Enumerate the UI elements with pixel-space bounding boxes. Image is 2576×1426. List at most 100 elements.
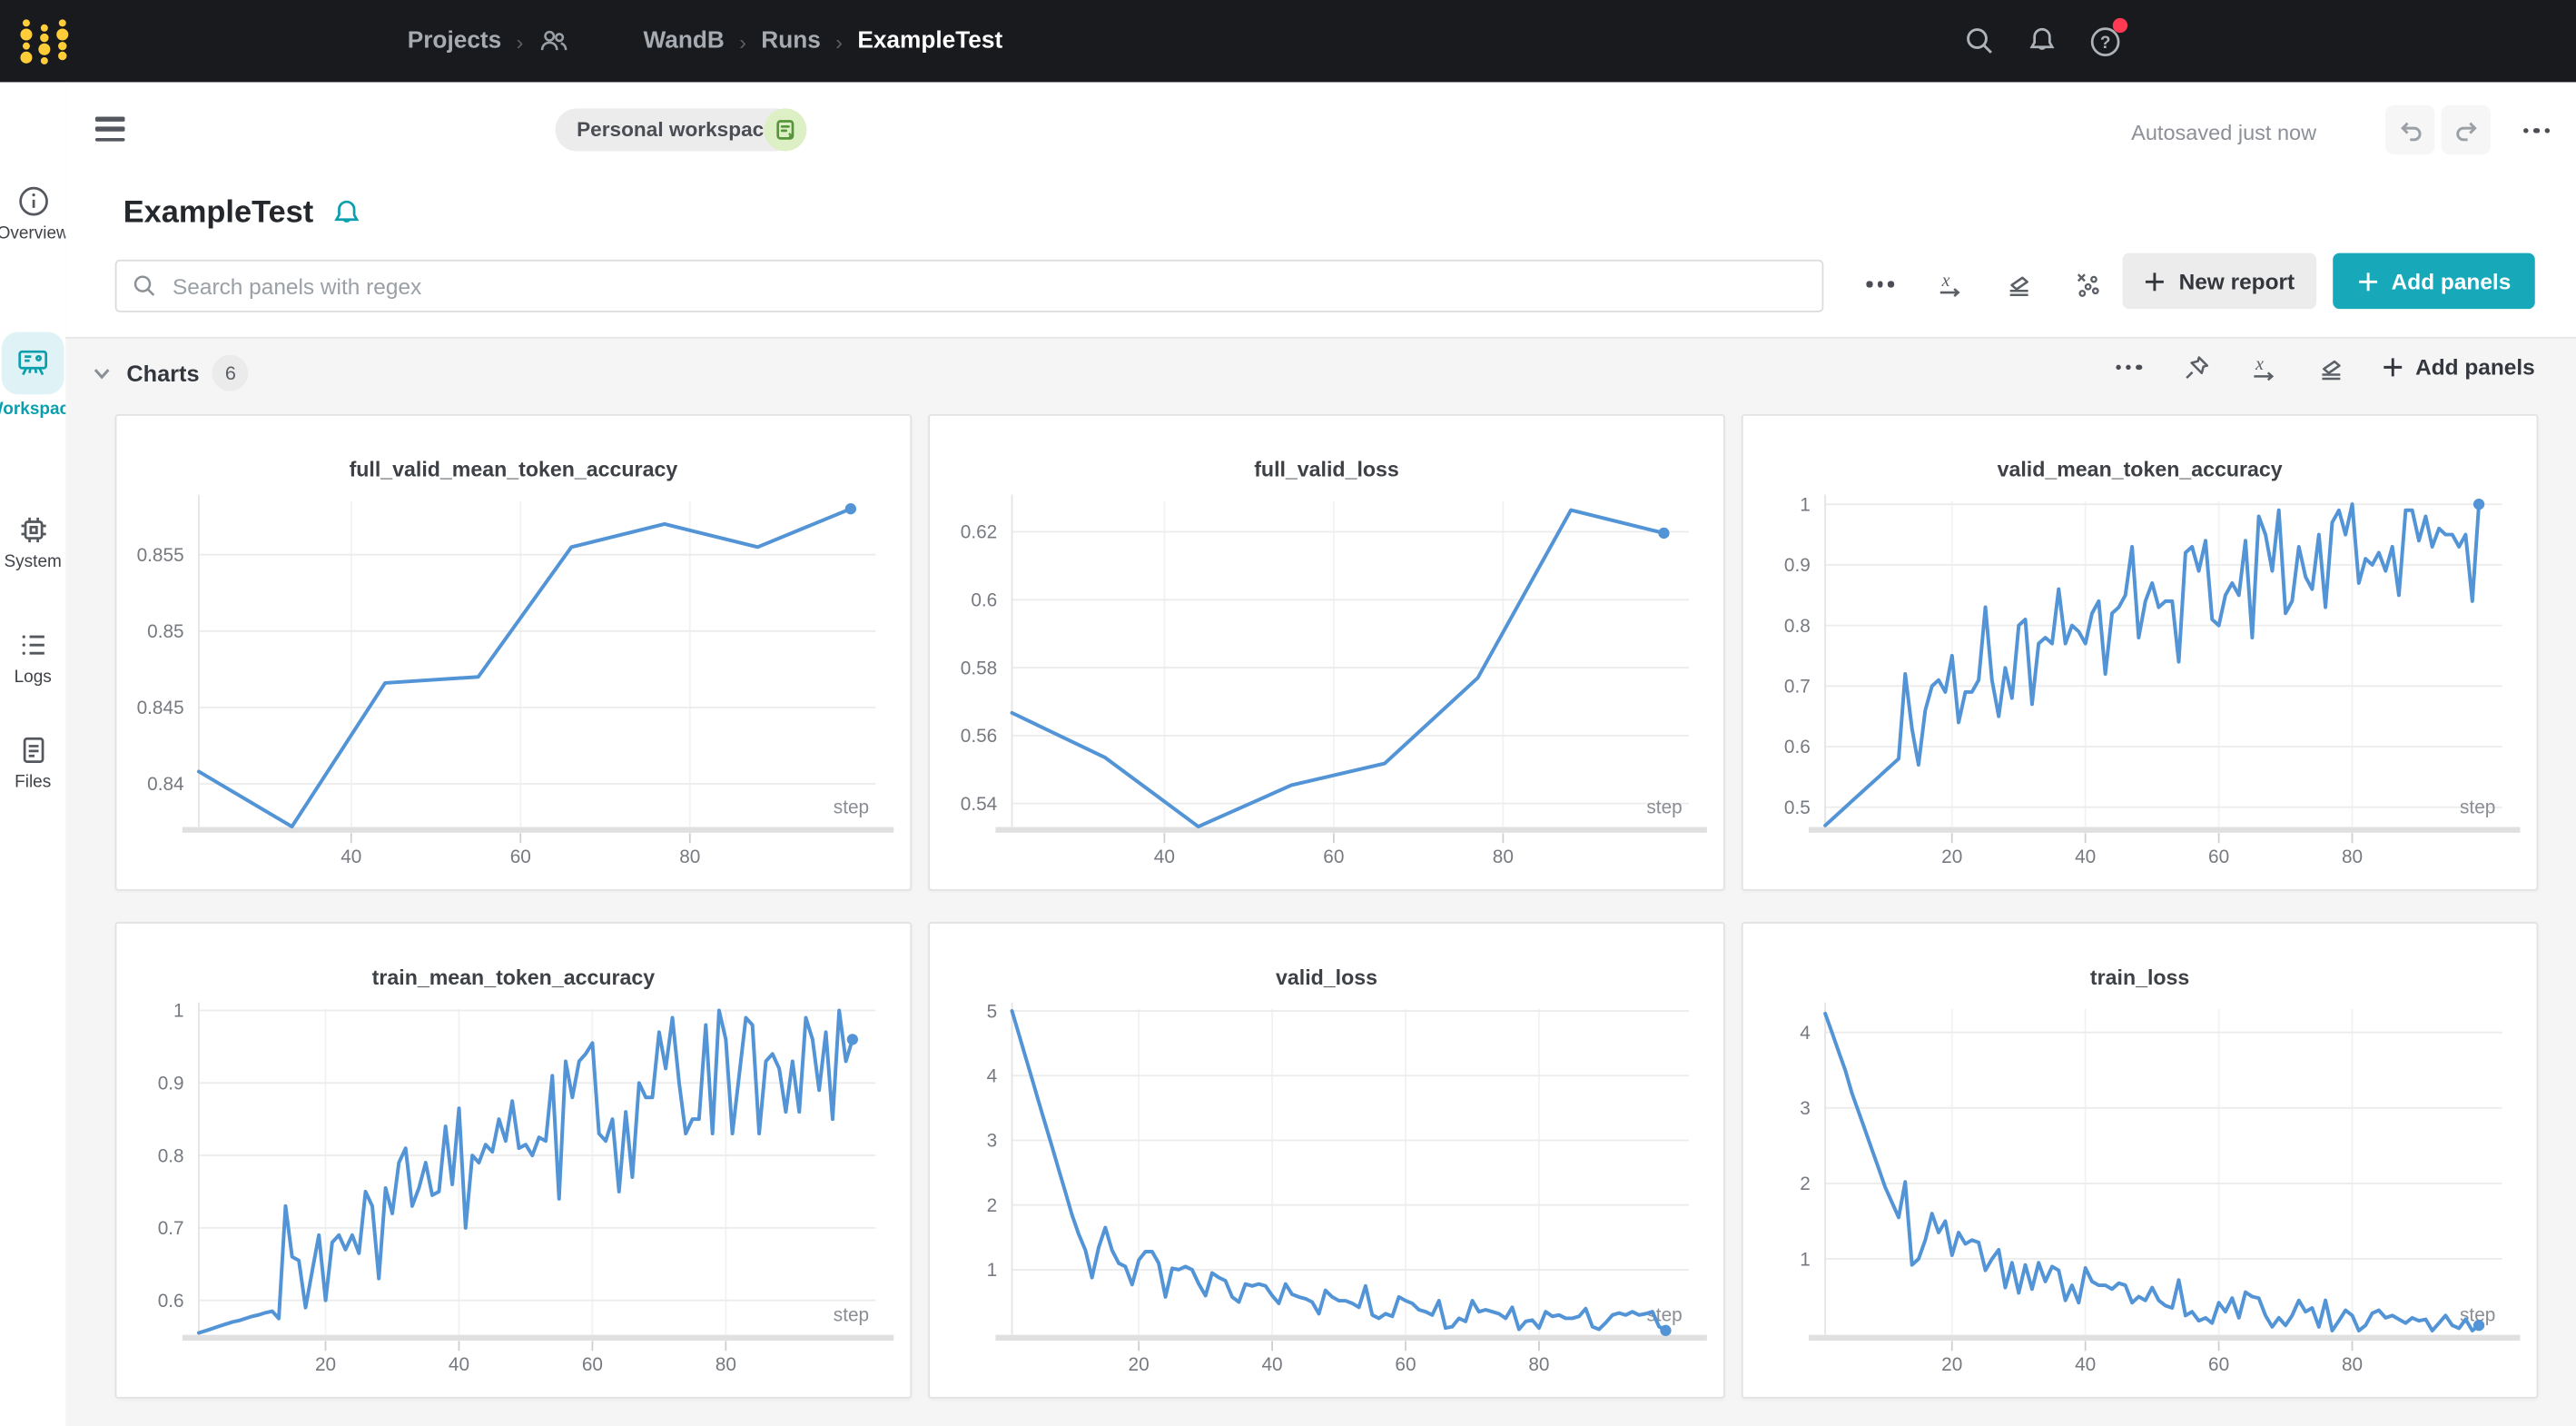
workspace-mode-badge[interactable]: Personal workspace <box>555 108 797 152</box>
svg-text:40: 40 <box>1154 847 1175 867</box>
wandb-logo-icon[interactable] <box>13 12 85 74</box>
chart-panel-valid_mean_token_accuracy[interactable]: valid_mean_token_accuracy 0.5 0.6 0.7 0.8 0.9… <box>1741 413 2539 891</box>
outliers-scatter-icon[interactable] <box>2072 269 2103 300</box>
charts-section-header[interactable]: Charts 6 <box>91 354 249 391</box>
sidebar: Overview Workspace System <box>0 82 68 1426</box>
notifications-bell-icon[interactable] <box>2024 23 2060 59</box>
sidebar-item-files[interactable]: Files <box>0 733 65 793</box>
charts-count-badge: 6 <box>212 354 249 391</box>
x-axis-settings-icon[interactable]: x <box>2248 352 2279 382</box>
svg-text:60: 60 <box>1395 1354 1416 1375</box>
chart-title: valid_loss <box>1276 965 1377 990</box>
chevron-right-icon: › <box>835 28 844 54</box>
chart-panel-train_mean_token_accuracy[interactable]: train_mean_token_accuracy 0.6 0.7 0.8 0.9 1 20… <box>114 922 913 1399</box>
svg-text:40: 40 <box>341 847 361 867</box>
saved-view-icon[interactable] <box>764 108 807 152</box>
breadcrumb-team[interactable]: WandB <box>643 27 725 54</box>
svg-text:x: x <box>2255 353 2264 373</box>
svg-text:80: 80 <box>1528 1354 1549 1375</box>
chart-title: full_valid_mean_token_accuracy <box>349 456 678 482</box>
new-report-button[interactable]: New report <box>2122 253 2317 310</box>
sidebar-item-overview[interactable]: Overview <box>0 184 65 243</box>
chart-canvas: 0.54 0.56 0.58 0.6 0.62 40 60 80 step <box>961 494 1707 867</box>
x-axis-label: step <box>834 797 869 818</box>
series-line <box>196 507 853 829</box>
undo-icon <box>2400 121 2421 141</box>
sidebar-item-label: Workspace <box>0 399 65 420</box>
chart-title: train_loss <box>2089 965 2190 990</box>
sidebar-item-label: Files <box>15 772 52 793</box>
workspace-header-bar: Personal workspace Autosaved just now <box>65 82 2576 183</box>
info-icon <box>18 186 48 216</box>
undo-button[interactable] <box>2385 104 2435 155</box>
svg-text:40: 40 <box>2075 847 2096 867</box>
panel-layers-icon[interactable] <box>2315 352 2346 382</box>
x-axis-settings-icon[interactable]: x <box>1934 269 1965 300</box>
document-icon <box>22 737 44 763</box>
svg-text:2: 2 <box>1800 1173 1811 1194</box>
chart-canvas: 0.84 0.845 0.85 0.855 40 60 80 step <box>137 494 894 867</box>
search-icon[interactable] <box>1961 23 1998 59</box>
svg-text:0.9: 0.9 <box>158 1074 184 1094</box>
redo-icon <box>2455 121 2476 141</box>
pin-icon[interactable] <box>2180 352 2211 382</box>
svg-text:0.62: 0.62 <box>961 522 997 543</box>
workspace-icon <box>18 350 48 376</box>
menu-hamburger-icon[interactable] <box>94 116 125 142</box>
chart-panel-full_valid_loss[interactable]: full_valid_loss 0.54 0.56 0.58 0.6 0.62 40 60 80… <box>928 413 1725 891</box>
chart-canvas: 1 2 3 4 5 20 40 60 80 step <box>987 1001 1707 1375</box>
plus-icon <box>2384 358 2403 377</box>
more-options-icon[interactable] <box>2522 128 2551 134</box>
alerts-bell-icon[interactable] <box>330 197 362 230</box>
sidebar-item-workspace[interactable]: Workspace <box>0 332 65 420</box>
x-axis-label: step <box>1646 797 1682 818</box>
notification-dot <box>2112 17 2128 34</box>
x-axis-label: step <box>2460 1305 2495 1326</box>
help-icon[interactable]: ? <box>2087 17 2128 59</box>
section-add-panels-label: Add panels <box>2415 354 2535 380</box>
last-point-marker <box>844 503 857 515</box>
chevron-right-icon: › <box>516 28 524 54</box>
svg-text:60: 60 <box>510 847 531 867</box>
chart-title: valid_mean_token_accuracy <box>1997 456 2283 482</box>
panel-search[interactable] <box>114 259 1824 312</box>
charts-section: Charts 6 x Add panels full_valid_mean_to… <box>65 336 2576 1426</box>
svg-text:0.6: 0.6 <box>1784 737 1811 758</box>
more-options-icon[interactable] <box>2113 352 2144 382</box>
chart-panel-train_loss[interactable]: train_loss 1 2 3 4 20 40 60 80 step <box>1741 922 2539 1399</box>
series-line <box>1823 502 2482 827</box>
svg-text:0.5: 0.5 <box>1784 797 1811 818</box>
list-icon <box>21 635 44 655</box>
team-members-icon[interactable] <box>538 26 568 56</box>
breadcrumb-run-name[interactable]: ExampleTest <box>857 27 1003 54</box>
svg-text:1: 1 <box>1800 1249 1811 1270</box>
svg-text:0.9: 0.9 <box>1784 555 1811 576</box>
x-axis-label: step <box>1646 1305 1682 1326</box>
svg-text:40: 40 <box>2075 1354 2096 1375</box>
sidebar-item-logs[interactable]: Logs <box>0 628 65 688</box>
svg-text:1: 1 <box>173 1001 184 1022</box>
svg-text:0.6: 0.6 <box>971 590 997 611</box>
search-input[interactable] <box>169 272 1808 301</box>
page-title: ExampleTest <box>123 195 314 231</box>
section-add-panels-button[interactable]: Add panels <box>2383 355 2535 380</box>
chip-icon <box>20 517 45 543</box>
chart-panel-valid_loss[interactable]: valid_loss 1 2 3 4 5 20 40 60 80 step <box>928 922 1725 1399</box>
chart-title: full_valid_loss <box>1254 456 1399 482</box>
new-report-label: New report <box>2178 268 2295 293</box>
sidebar-item-system[interactable]: System <box>0 513 65 572</box>
svg-text:0.7: 0.7 <box>1784 677 1811 698</box>
chevron-down-icon <box>94 369 110 380</box>
breadcrumb-projects[interactable]: Projects <box>407 27 502 54</box>
last-point-marker <box>2472 1320 2485 1332</box>
add-panels-button[interactable]: Add panels <box>2333 253 2535 310</box>
redo-button[interactable] <box>2441 104 2491 155</box>
sidebar-item-label: Logs <box>14 667 52 688</box>
panel-layers-icon[interactable] <box>2003 269 2034 300</box>
more-options-icon[interactable] <box>1865 269 1896 300</box>
svg-text:80: 80 <box>2342 847 2363 867</box>
last-point-marker <box>846 1034 859 1045</box>
chart-panel-full_valid_mean_token_accuracy[interactable]: full_valid_mean_token_accuracy 0.84 0.845 0… <box>114 413 913 891</box>
svg-text:0.84: 0.84 <box>147 774 183 795</box>
breadcrumb-runs[interactable]: Runs <box>761 27 821 54</box>
